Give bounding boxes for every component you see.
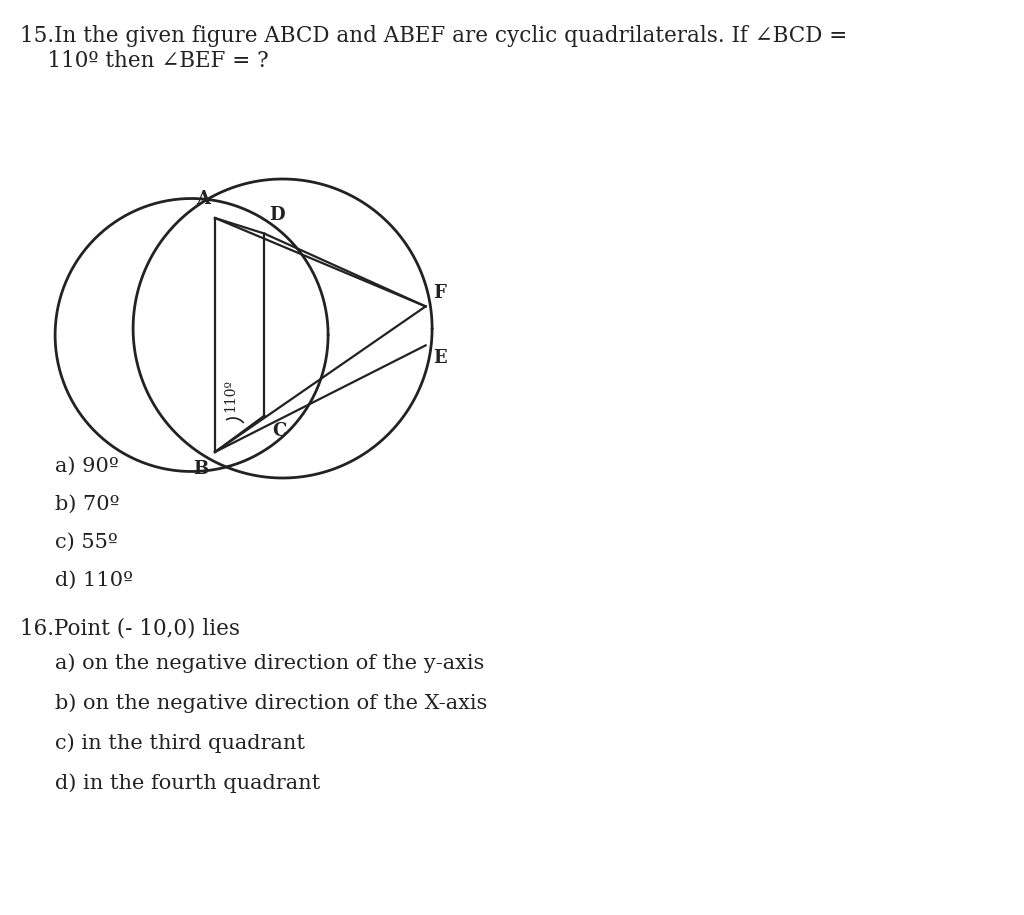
Text: d) 110º: d) 110º	[55, 571, 133, 590]
Text: d) in the fourth quadrant: d) in the fourth quadrant	[55, 773, 321, 792]
Text: E: E	[433, 350, 447, 368]
Text: c) in the third quadrant: c) in the third quadrant	[55, 733, 305, 753]
Text: C: C	[272, 422, 287, 439]
Text: b) 70º: b) 70º	[55, 495, 120, 514]
Text: D: D	[269, 206, 285, 223]
Text: b) on the negative direction of the X-axis: b) on the negative direction of the X-ax…	[55, 693, 487, 713]
Text: F: F	[433, 285, 446, 302]
Text: a) on the negative direction of the y-axis: a) on the negative direction of the y-ax…	[55, 653, 484, 673]
Text: 110º: 110º	[223, 379, 237, 412]
Text: 110º then ∠BEF = ?: 110º then ∠BEF = ?	[20, 50, 268, 72]
Text: c) 55º: c) 55º	[55, 533, 118, 552]
Text: a) 90º: a) 90º	[55, 457, 119, 476]
Text: B: B	[194, 460, 209, 478]
Text: 16.Point (- 10,0) lies: 16.Point (- 10,0) lies	[20, 618, 240, 640]
Text: 15.In the given figure ABCD and ABEF are cyclic quadrilaterals. If ∠BCD =: 15.In the given figure ABCD and ABEF are…	[20, 25, 847, 47]
Text: A: A	[196, 190, 210, 208]
